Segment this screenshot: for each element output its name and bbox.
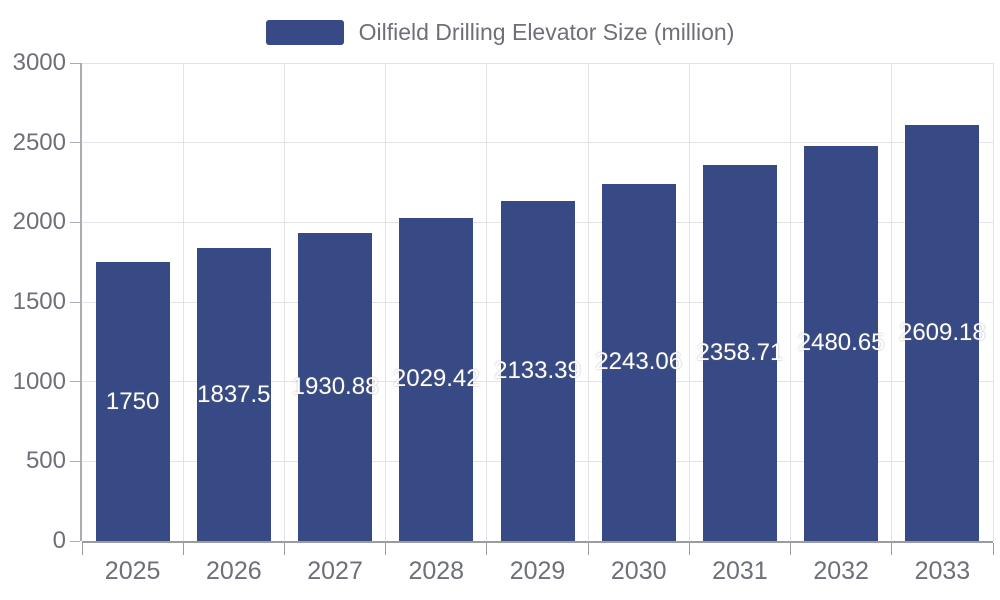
- x-tick-label-2030: 2030: [610, 557, 667, 585]
- x-tick-label-2025: 2025: [104, 557, 161, 585]
- x-tick-mark: [891, 543, 893, 555]
- x-tick-label-2026: 2026: [206, 557, 262, 585]
- x-gridline: [182, 63, 184, 541]
- y-gridline: [82, 62, 993, 64]
- x-tick-mark: [486, 543, 488, 555]
- x-gridline: [688, 63, 690, 541]
- x-tick-mark: [81, 543, 83, 555]
- x-gridline: [790, 63, 792, 541]
- x-tick-mark: [688, 543, 690, 555]
- bar-2030[interactable]: [601, 183, 676, 541]
- bar-2028[interactable]: [399, 217, 474, 541]
- legend-swatch: [265, 19, 344, 45]
- y-tick-label: 1000: [12, 367, 66, 395]
- y-tick-mark: [70, 460, 80, 462]
- x-tick-label-2033: 2033: [914, 557, 971, 585]
- x-gridline: [486, 63, 488, 541]
- x-gridline: [283, 63, 285, 541]
- x-gridline: [992, 63, 994, 541]
- x-gridline: [587, 63, 589, 541]
- x-tick-mark: [992, 543, 994, 555]
- legend-item[interactable]: Oilfield Drilling Elevator Size (million…: [0, 17, 1000, 47]
- x-gridline: [385, 63, 387, 541]
- x-tick-label-2027: 2027: [307, 557, 363, 585]
- y-tick-mark: [70, 301, 80, 303]
- x-axis-line: [82, 541, 993, 543]
- y-tick-mark: [70, 540, 80, 542]
- y-axis-line: [80, 63, 82, 541]
- y-tick-mark: [70, 142, 80, 144]
- y-tick-label: 2500: [12, 128, 66, 156]
- x-tick-mark: [283, 543, 285, 555]
- y-tick-label: 2000: [12, 208, 66, 236]
- x-tick-label-2028: 2028: [408, 557, 465, 585]
- x-tick-mark: [587, 543, 589, 555]
- bar-2033[interactable]: [905, 125, 980, 541]
- y-tick-label: 500: [25, 447, 66, 475]
- bar-2032[interactable]: [804, 145, 879, 541]
- y-tick-label: 0: [52, 527, 66, 554]
- bar-2025[interactable]: [95, 262, 170, 541]
- x-tick-label-2031: 2031: [712, 557, 768, 585]
- bar-2027[interactable]: [298, 233, 373, 541]
- y-tick-label: 3000: [12, 49, 66, 76]
- y-tick-mark: [70, 221, 80, 223]
- x-gridline: [891, 63, 893, 541]
- x-tick-label-2032: 2032: [813, 557, 869, 585]
- y-tick-mark: [70, 62, 80, 64]
- y-tick-mark: [70, 381, 80, 383]
- x-tick-mark: [182, 543, 184, 555]
- x-tick-mark: [790, 543, 792, 555]
- y-tick-label: 1500: [12, 288, 66, 315]
- x-tick-mark: [385, 543, 387, 555]
- bar-2026[interactable]: [196, 248, 271, 541]
- legend-label: Oilfield Drilling Elevator Size (million…: [358, 18, 735, 45]
- y-gridline: [82, 142, 993, 144]
- bar-2029[interactable]: [500, 201, 575, 541]
- bar-2031[interactable]: [702, 165, 777, 541]
- x-tick-label-2029: 2029: [509, 557, 566, 585]
